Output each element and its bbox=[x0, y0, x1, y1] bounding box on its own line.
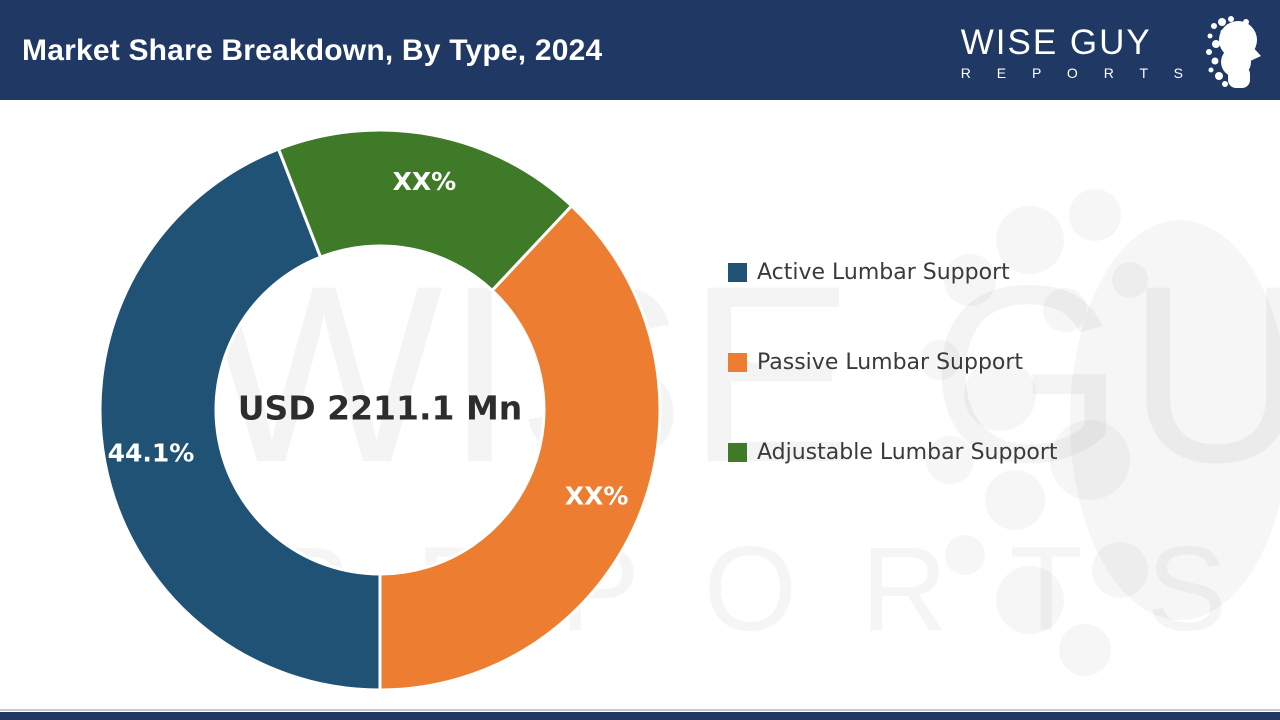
footer-bar bbox=[0, 712, 1280, 720]
legend-item-active-lumbar-support: Active Lumbar Support bbox=[728, 258, 1010, 286]
donut-center-label: USD 2211.1 Mn bbox=[238, 389, 523, 428]
pie-slice-value-label: XX% bbox=[393, 167, 457, 196]
chart-area: WISE GUY REPORTS 44.1%XX%XX%USD 2211.1 M… bbox=[0, 100, 1280, 706]
logo-head-icon bbox=[1206, 16, 1261, 88]
donut-chart: 44.1% XX% XX% USD 2211.1 Mn bbox=[98, 128, 662, 692]
legend-swatch-active-lumbar-support bbox=[728, 262, 747, 282]
logo-subtitle: R E P O R T S bbox=[960, 64, 1194, 81]
legend-swatch-passive-lumbar-support bbox=[728, 352, 747, 372]
header-bar: Market Share Breakdown, By Type, 2024 WI… bbox=[0, 0, 1280, 100]
legend-label: Active Lumbar Support bbox=[757, 259, 1010, 285]
bottom-divider bbox=[0, 709, 1280, 711]
legend-item-adjustable-lumbar-support: Adjustable Lumbar Support bbox=[728, 438, 1058, 466]
logo-wordmark: WISE GUY bbox=[960, 22, 1152, 62]
page-title: Market Share Breakdown, By Type, 2024 bbox=[22, 34, 603, 67]
pie-slice-passive-lumbar-support bbox=[378, 203, 662, 692]
legend-label: Adjustable Lumbar Support bbox=[757, 439, 1058, 465]
legend-swatch-adjustable-lumbar-support bbox=[728, 442, 747, 462]
pie-slice-adjustable-lumbar-support bbox=[276, 128, 574, 293]
pie-slice-value-label: XX% bbox=[565, 481, 629, 510]
legend-item-passive-lumbar-support: Passive Lumbar Support bbox=[728, 348, 1023, 376]
wise-guy-logo: WISE GUY R E P O R T S bbox=[961, 14, 1262, 90]
legend-label: Passive Lumbar Support bbox=[757, 349, 1024, 375]
pie-slice-active-lumbar-support bbox=[98, 147, 382, 692]
pie-slice-value-label: 44.1% bbox=[108, 438, 195, 467]
